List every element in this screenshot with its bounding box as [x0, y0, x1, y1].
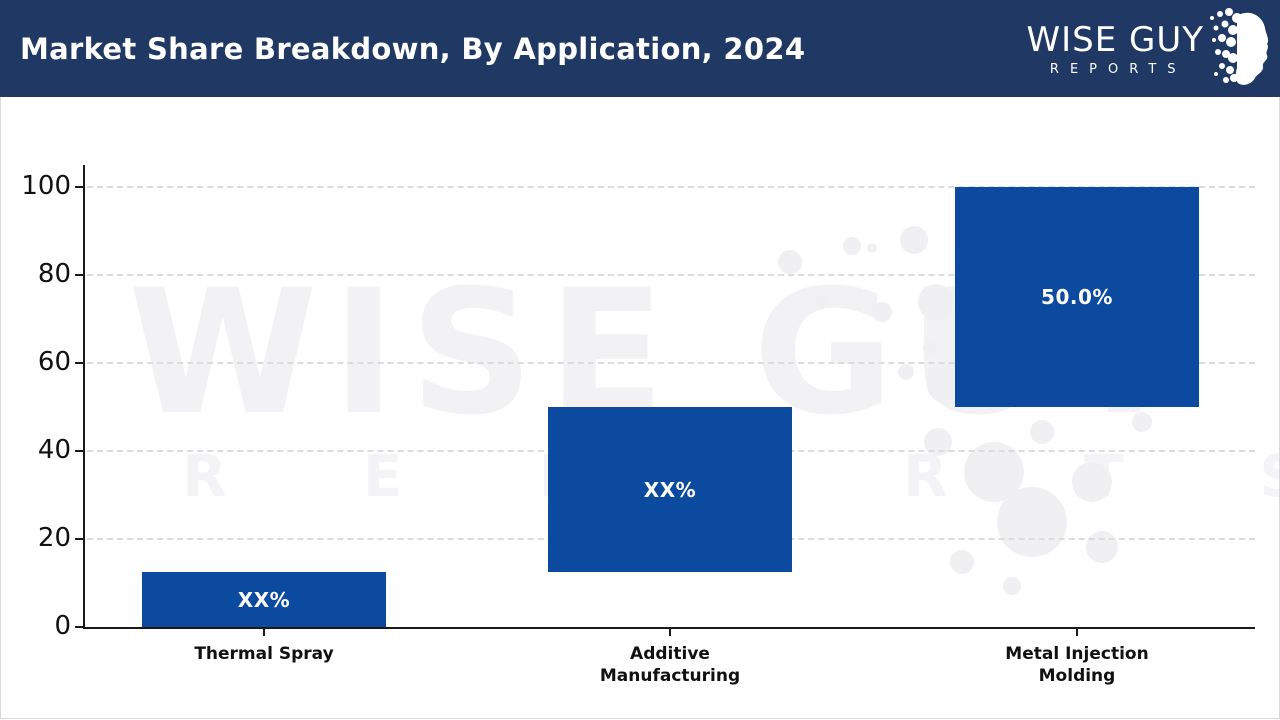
page-title: Market Share Breakdown, By Application, …	[20, 31, 806, 66]
y-axis-tick-mark	[75, 450, 83, 452]
x-axis-tick-mark	[669, 629, 671, 636]
y-axis-tick-label: 40	[37, 435, 71, 465]
watermark-dot	[997, 487, 1067, 557]
y-axis-tick-label: 20	[37, 523, 71, 553]
watermark-dot	[816, 296, 828, 308]
watermark-dot	[867, 243, 877, 253]
brand-subtitle: REPORTS	[1049, 61, 1187, 77]
watermark-dot	[872, 302, 892, 322]
x-axis-line	[83, 627, 1255, 629]
watermark-dot	[918, 284, 954, 320]
face-dots-icon	[1210, 8, 1269, 85]
x-axis-category-label: Thermal Spray	[194, 644, 334, 664]
watermark-dot	[900, 226, 928, 254]
watermark-dot	[843, 237, 861, 255]
brand-logo: WISE GUY REPORTS	[1026, 7, 1270, 89]
y-axis-tick-label: 60	[37, 347, 71, 377]
y-axis-tick-mark	[75, 538, 83, 540]
watermark-dot	[898, 364, 914, 380]
y-axis-tick-mark	[75, 274, 83, 276]
bar-value-label: XX%	[643, 477, 697, 502]
watermark-dot	[950, 550, 974, 574]
bar-segment: XX%	[142, 572, 386, 627]
brand-name: WISE GUY	[1026, 19, 1204, 60]
watermark-dot	[923, 341, 937, 355]
y-axis-tick-mark	[75, 186, 83, 188]
x-axis-category-label: Metal Injection Molding	[1005, 644, 1149, 686]
y-axis-tick-label: 80	[37, 259, 71, 289]
bar-value-label: XX%	[237, 587, 291, 612]
x-axis-tick-mark	[263, 629, 265, 636]
y-axis-tick-mark	[75, 362, 83, 364]
x-axis-category-label: Additive Manufacturing	[599, 644, 741, 686]
bar-segment: 50.0%	[955, 187, 1199, 407]
watermark-dot	[1072, 462, 1112, 502]
watermark-dot	[1132, 412, 1152, 432]
x-axis-tick-mark	[1076, 629, 1078, 636]
watermark-dot	[1086, 531, 1118, 563]
brand-logo-text: WISE GUY REPORTS	[1026, 20, 1204, 77]
y-axis-tick-label: 100	[21, 171, 71, 201]
y-axis-tick-label: 0	[54, 611, 71, 641]
gridline	[87, 274, 1255, 276]
y-axis-tick-mark	[75, 626, 83, 628]
bar-value-label: 50.0%	[1041, 285, 1113, 309]
bar-segment: XX%	[548, 407, 792, 572]
y-axis-line	[83, 165, 85, 629]
watermark-dot	[1030, 420, 1054, 444]
gridline	[87, 186, 1255, 188]
watermark-dot	[1003, 577, 1021, 595]
gridline	[87, 362, 1255, 364]
watermark-dot	[778, 250, 802, 274]
header-bar: Market Share Breakdown, By Application, …	[0, 0, 1280, 97]
